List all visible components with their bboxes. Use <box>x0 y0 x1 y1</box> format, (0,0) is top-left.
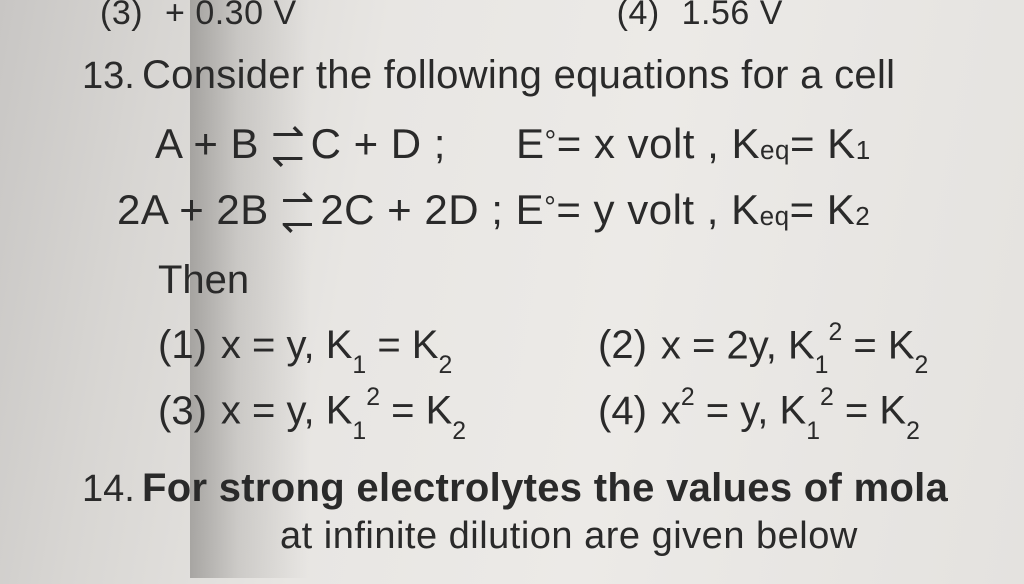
equation-1: A + B ⇀ ↽ C + D ; E° = x volt , Keq = K1 <box>155 120 984 168</box>
option-number: (4) <box>617 0 660 32</box>
eq2-k-eq: = K <box>790 186 856 234</box>
eq1-k-eq: = K <box>790 120 856 168</box>
question-number: 13. <box>82 55 142 98</box>
option-number: (3) <box>100 0 143 32</box>
option-number: (1) <box>158 323 207 368</box>
question-text: For strong electrolytes the values of mo… <box>142 466 948 511</box>
option-2: (2) x = 2y, K12 = K2 <box>598 323 928 374</box>
option-number: (2) <box>598 323 647 368</box>
question-number: 14. <box>82 468 142 511</box>
question-text: Consider the following equations for a c… <box>142 53 895 98</box>
eq1-lhs: A + B <box>155 120 259 168</box>
equilibrium-arrow-icon: ⇀ ↽ <box>281 188 309 236</box>
subscript-1: 1 <box>856 135 871 166</box>
eq1-rhs: C + D ; <box>311 120 446 168</box>
option-value: 1.56 V <box>682 0 783 32</box>
page-content: (3) + 0.30 V (4) 1.56 V 13. Consider the… <box>0 0 1024 558</box>
eq1-e-label: E <box>516 120 545 168</box>
question-13: 13. Consider the following equations for… <box>100 53 984 98</box>
option-4: (4) x2 = y, K12 = K2 <box>598 388 920 439</box>
then-label: Then <box>158 258 984 303</box>
prev-option-3: (3) + 0.30 V <box>100 0 297 33</box>
degree-symbol: ° <box>544 191 556 225</box>
degree-symbol: ° <box>544 125 556 159</box>
option-3: (3) x = y, K12 = K2 <box>158 388 598 439</box>
eq2-e-eq: = y volt , K <box>556 186 759 234</box>
question-14-continuation: at infinite dilution are given below <box>280 515 984 558</box>
subscript-eq: eq <box>760 135 790 166</box>
equilibrium-arrow-icon: ⇀ ↽ <box>271 122 299 170</box>
q13-options: (1) x = y, K1 = K2 (2) x = 2y, K12 = K2 … <box>158 323 984 440</box>
option-1: (1) x = y, K1 = K2 <box>158 323 598 374</box>
option-number: (4) <box>598 389 647 434</box>
option-value: + 0.30 V <box>165 0 297 32</box>
eq2-rhs: 2C + 2D ; E <box>320 186 544 234</box>
prev-question-options: (3) + 0.30 V (4) 1.56 V <box>100 0 984 33</box>
subscript-eq: eq <box>760 201 790 232</box>
subscript-2: 2 <box>855 201 870 232</box>
eq1-e-eq: = x volt , K <box>557 120 760 168</box>
prev-option-4: (4) 1.56 V <box>617 0 783 33</box>
equation-2: 2A + 2B ⇀ ↽ 2C + 2D ; E° = y volt , Keq … <box>117 186 984 234</box>
question-14: 14. For strong electrolytes the values o… <box>100 466 984 511</box>
option-number: (3) <box>158 389 207 434</box>
eq2-lhs: 2A + 2B <box>117 186 269 234</box>
equations-block: A + B ⇀ ↽ C + D ; E° = x volt , Keq = K1… <box>155 120 984 234</box>
